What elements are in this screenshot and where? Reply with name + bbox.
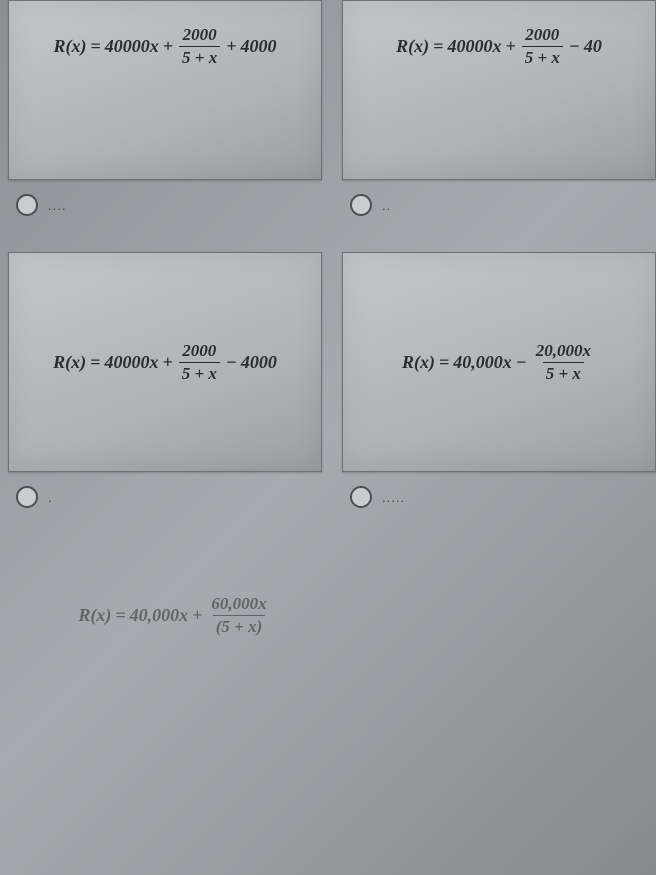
option-1-radio-row[interactable]: .... (8, 180, 322, 216)
equals: = (90, 352, 100, 373)
option-1-card: R(x) = 40000x + 2000 5 + x + 4000 (8, 0, 322, 180)
coefficient: 40,000x (130, 605, 189, 626)
fraction: 60,000x (5 + x) (208, 594, 269, 636)
radio-icon[interactable] (16, 194, 38, 216)
option-2-radio-row[interactable]: .. (342, 180, 656, 216)
fraction: 2000 5 + x (522, 25, 563, 67)
operator: + (163, 36, 173, 57)
operator: + (192, 605, 202, 626)
option-2-card: R(x) = 40000x + 2000 5 + x − 40 (342, 0, 656, 180)
equals: = (115, 605, 125, 626)
denominator: 5 + x (179, 46, 220, 68)
fraction: 2000 5 + x (179, 341, 220, 383)
radio-label: .. (382, 198, 391, 213)
option-3-card: R(x) = 40000x + 2000 5 + x − 4000 (8, 252, 322, 472)
operator-2: − (569, 36, 580, 57)
radio-icon[interactable] (16, 486, 38, 508)
operator: − (516, 352, 527, 373)
equals: = (433, 36, 443, 57)
option-5-formula: R(x) = 40,000x + 60,000x (5 + x) (78, 594, 271, 636)
option-3: R(x) = 40000x + 2000 5 + x − 4000 . (8, 252, 322, 532)
option-5: R(x) = 40,000x + 60,000x (5 + x) (8, 544, 322, 636)
operator-2: − (226, 352, 237, 373)
option-4-card: R(x) = 40,000x − 20,000x 5 + x (342, 252, 656, 472)
operator-2: + (226, 36, 236, 57)
numerator: 60,000x (208, 594, 269, 615)
option-4-formula: R(x) = 40,000x − 20,000x 5 + x (402, 341, 596, 383)
coefficient: 40000x (104, 352, 158, 373)
option-3-formula: R(x) = 40000x + 2000 5 + x − 4000 (53, 341, 277, 383)
coefficient: 40000x (105, 36, 159, 57)
option-3-radio-row[interactable]: . (8, 472, 322, 508)
rx-label: R(x) (78, 605, 111, 626)
denominator: 5 + x (543, 362, 584, 384)
numerator: 20,000x (533, 341, 594, 362)
fraction: 2000 5 + x (179, 25, 220, 67)
operator: + (162, 352, 172, 373)
rx-label: R(x) (396, 36, 429, 57)
option-1-formula: R(x) = 40000x + 2000 5 + x + 4000 (54, 25, 277, 67)
denominator: (5 + x) (213, 615, 266, 637)
radio-label: .... (48, 198, 66, 213)
option-4: R(x) = 40,000x − 20,000x 5 + x ..... (342, 252, 656, 532)
option-2: R(x) = 40000x + 2000 5 + x − 40 .. (342, 0, 656, 240)
denominator: 5 + x (179, 362, 220, 384)
fraction: 20,000x 5 + x (533, 341, 594, 383)
tail-term: 40 (584, 36, 602, 57)
equals: = (439, 352, 449, 373)
option-5-card: R(x) = 40,000x + 60,000x (5 + x) (8, 544, 322, 636)
rx-label: R(x) (53, 352, 86, 373)
operator: + (505, 36, 515, 57)
rx-label: R(x) (402, 352, 435, 373)
equals: = (91, 36, 101, 57)
denominator: 5 + x (522, 46, 563, 68)
rx-label: R(x) (54, 36, 87, 57)
tail-term: 4000 (241, 352, 277, 373)
radio-icon[interactable] (350, 486, 372, 508)
radio-label: ..... (382, 490, 405, 505)
tail-term: 4000 (240, 36, 276, 57)
option-1: R(x) = 40000x + 2000 5 + x + 4000 .... (8, 0, 322, 240)
option-4-radio-row[interactable]: ..... (342, 472, 656, 508)
option-2-formula: R(x) = 40000x + 2000 5 + x − 40 (396, 25, 602, 67)
numerator: 2000 (522, 25, 562, 46)
coefficient: 40000x (447, 36, 501, 57)
numerator: 2000 (179, 341, 219, 362)
radio-icon[interactable] (350, 194, 372, 216)
radio-label: . (48, 490, 53, 505)
numerator: 2000 (180, 25, 220, 46)
coefficient: 40,000x (453, 352, 512, 373)
